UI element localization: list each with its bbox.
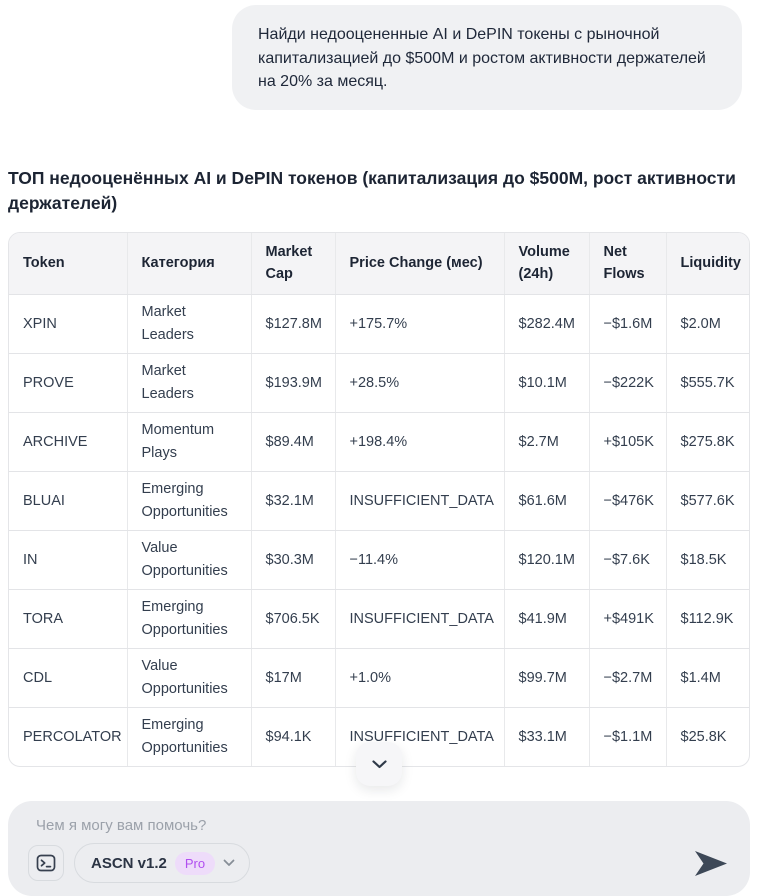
cell-category: Market Leaders [127,294,252,354]
cell-volume: $2.7M [504,412,590,472]
cell-category: Emerging Opportunities [127,471,252,531]
cell-category: Emerging Opportunities [127,589,252,649]
cell-net-flows: −$476K [589,471,667,531]
cell-token: PERCOLATOR [9,707,128,766]
cell-category: Momentum Plays [127,412,252,472]
cell-liquidity: $577.6K [666,471,749,531]
cell-price-change: +198.4% [335,412,505,472]
tokens-table-container: Token Категория Market Cap Price Change … [8,231,750,786]
table-row: XPIN Market Leaders $127.8M +175.7% $282… [9,294,749,354]
cell-price-change: +1.0% [335,648,505,708]
cell-volume: $120.1M [504,530,590,590]
cell-volume: $99.7M [504,648,590,708]
table-row: TORA Emerging Opportunities $706.5K INSU… [9,589,749,649]
cell-market-cap: $17M [251,648,336,708]
column-header-token: Token [9,232,128,295]
cell-token: BLUAI [9,471,128,531]
cell-price-change: −11.4% [335,530,505,590]
cell-category: Market Leaders [127,353,252,413]
cell-market-cap: $30.3M [251,530,336,590]
cell-liquidity: $25.8K [680,728,727,745]
response-heading: ТОП недооценённых AI и DePIN токенов (ка… [8,167,736,213]
table-row: ARCHIVE Momentum Plays $89.4M +198.4% $2… [9,412,749,472]
cell-token: CDL [9,648,128,708]
column-header-price-change: Price Change (мес) [335,232,505,295]
cell-volume: $41.9M [504,589,590,649]
cell-price-change: +175.7% [335,294,505,354]
cell-price-change: INSUFFICIENT_DATA [335,471,505,531]
cell-volume: $10.1M [504,353,590,413]
cell-token: ARCHIVE [9,412,128,472]
terminal-icon [36,853,56,873]
column-header-liquidity: Liquidity [666,232,749,295]
user-message-bubble: Найди недооцененные AI и DePIN токены с … [232,5,742,110]
cell-net-flows: +$491K [589,589,667,649]
tokens-table-frame: Token Категория Market Cap Price Change … [8,231,750,767]
cell-token: TORA [9,589,128,649]
cell-volume: $33.1M [504,707,590,766]
cell-volume: $282.4M [504,294,590,354]
terminal-button[interactable] [28,845,64,881]
cell-net-flows: −$1.1M [589,707,667,766]
composer-toolbar: ASCN v1.2 Pro [28,843,730,883]
chevron-down-icon [371,759,387,769]
composer: ASCN v1.2 Pro [8,801,750,896]
cell-market-cap: $32.1M [251,471,336,531]
cell-category: Emerging Opportunities [127,707,252,766]
cell-market-cap: $706.5K [251,589,336,649]
cell-net-flows: −$222K [589,353,667,413]
chevron-down-icon [223,859,235,867]
column-header-category: Категория [127,232,252,295]
cell-price-change: +28.5% [335,353,505,413]
cell-category: Value Opportunities [127,648,252,708]
cell-liquidity: $1.4M [666,648,749,708]
cell-liquidity: $18.5K [666,530,749,590]
cell-market-cap: $193.9M [251,353,336,413]
send-icon [694,850,728,877]
cell-volume: $61.6M [504,471,590,531]
table-row: PERCOLATOR Emerging Opportunities $94.1K… [9,707,749,766]
cell-token: PROVE [9,353,128,413]
cell-liquidity: $555.7K [666,353,749,413]
column-header-net-flows: Net Flows [589,232,667,295]
cell-liquidity: $2.0M [666,294,749,354]
cell-liquidity: $112.9K [666,589,749,649]
model-selector[interactable]: ASCN v1.2 Pro [74,843,251,883]
tokens-table: Token Категория Market Cap Price Change … [9,232,749,766]
cell-market-cap: $127.8M [251,294,336,354]
cell-price-change: INSUFFICIENT_DATA [335,589,505,649]
column-header-market-cap: Market Cap [251,232,336,295]
table-row: IN Value Opportunities $30.3M −11.4% $12… [9,530,749,590]
cell-token: IN [9,530,128,590]
cell-net-flows: −$7.6K [589,530,667,590]
table-row: CDL Value Opportunities $17M +1.0% $99.7… [9,648,749,708]
pro-badge: Pro [174,851,216,875]
cell-token: XPIN [9,294,128,354]
cell-category: Value Opportunities [127,530,252,590]
send-button[interactable] [692,850,730,877]
cell-market-cap: $89.4M [251,412,336,472]
model-label: ASCN v1.2 [91,854,167,872]
cell-liquidity: $275.8K [666,412,749,472]
cell-net-flows: −$2.7M [589,648,667,708]
column-header-volume: Volume (24h) [504,232,590,295]
cell-market-cap: $94.1K [251,707,336,766]
message-input[interactable] [28,815,730,834]
user-message-text: Найди недооцененные AI и DePIN токены с … [258,26,706,90]
cell-net-flows: −$1.6M [589,294,667,354]
cell-net-flows: +$105K [589,412,667,472]
table-row: PROVE Market Leaders $193.9M +28.5% $10.… [9,353,749,413]
scroll-down-button[interactable] [356,742,402,786]
table-row: BLUAI Emerging Opportunities $32.1M INSU… [9,471,749,531]
table-header-row: Token Категория Market Cap Price Change … [9,232,749,295]
